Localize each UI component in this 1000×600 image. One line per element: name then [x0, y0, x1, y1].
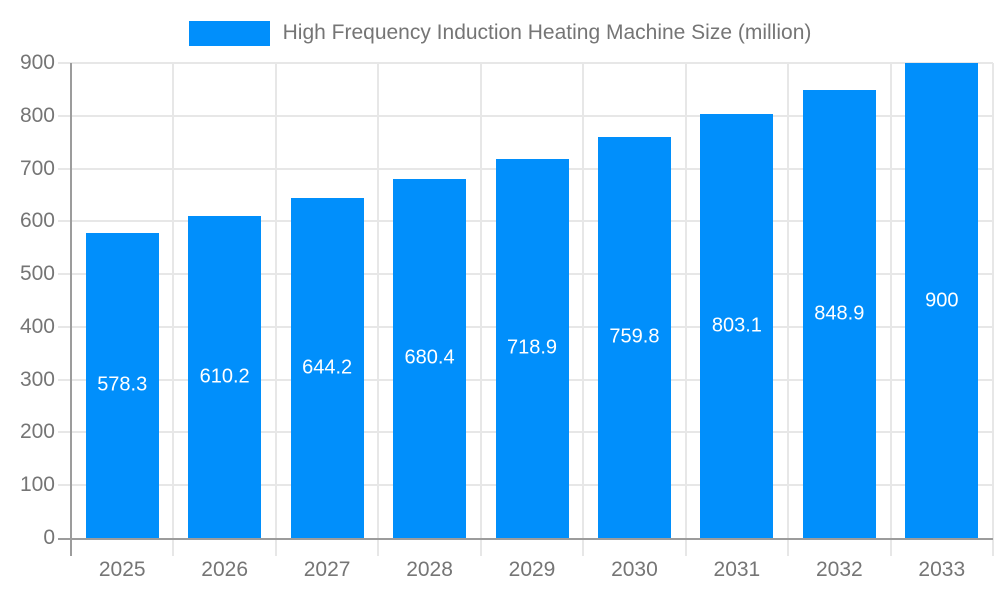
y-tick-label: 600	[19, 209, 55, 233]
legend-label: High Frequency Induction Heating Machine…	[282, 21, 812, 44]
bar-value-label: 680.4	[404, 346, 455, 369]
bar[interactable]	[495, 158, 569, 538]
x-tick-label: 2029	[508, 558, 556, 581]
y-tick-label: 500	[19, 262, 55, 286]
x-tick-label: 2026	[201, 558, 249, 581]
grid-line-vertical	[479, 63, 482, 556]
x-tick-label: 2031	[713, 558, 761, 581]
bar-value-label: 718.9	[506, 336, 558, 359]
x-axis-line	[58, 538, 993, 540]
bar[interactable]	[393, 178, 467, 538]
bar[interactable]	[290, 198, 364, 538]
grid-line-horizontal	[58, 114, 993, 117]
y-tick-label: 200	[19, 420, 55, 444]
legend-swatch	[188, 20, 270, 46]
bar[interactable]	[905, 63, 979, 538]
x-tick-label: 2028	[406, 558, 453, 581]
y-tick-label: 100	[19, 473, 55, 497]
grid-line-vertical	[889, 63, 892, 556]
grid-line-horizontal	[58, 62, 993, 64]
x-tick-label: 2027	[303, 558, 351, 581]
y-tick-label: 400	[19, 314, 55, 338]
legend[interactable]: High Frequency Induction Heating Machine…	[0, 18, 1000, 48]
y-tick-label: 0	[43, 526, 55, 549]
bar[interactable]	[802, 89, 876, 538]
y-tick-label: 300	[19, 367, 55, 391]
bar-value-label: 803.1	[711, 314, 762, 337]
y-tick-label: 800	[19, 103, 55, 127]
y-tick-label: 900	[19, 51, 55, 74]
x-tick-label: 2032	[815, 558, 863, 581]
x-tick-label: 2025	[98, 558, 146, 581]
bar[interactable]	[188, 215, 262, 538]
grid-line-vertical	[787, 63, 790, 556]
x-tick-label: 2030	[611, 558, 658, 581]
bar-value-label: 578.3	[97, 373, 148, 396]
bar[interactable]	[85, 232, 159, 538]
bar-value-label: 900	[925, 289, 959, 311]
grid-line-vertical	[172, 63, 175, 556]
bar[interactable]	[700, 114, 774, 538]
bar[interactable]	[597, 136, 671, 538]
grid-line-vertical	[684, 63, 687, 556]
y-tick-label: 700	[19, 156, 55, 180]
grid-line-vertical	[992, 63, 994, 556]
x-tick-label: 2033	[918, 558, 966, 581]
grid-line-vertical	[582, 63, 585, 556]
grid-line-vertical	[274, 63, 277, 556]
bar-value-label: 759.8	[609, 325, 660, 348]
bar-value-label: 644.2	[302, 356, 353, 379]
grid-line-vertical	[377, 63, 380, 556]
bar-value-label: 848.9	[814, 302, 865, 325]
y-axis-line	[70, 63, 72, 556]
bar-value-label: 610.2	[199, 365, 250, 388]
